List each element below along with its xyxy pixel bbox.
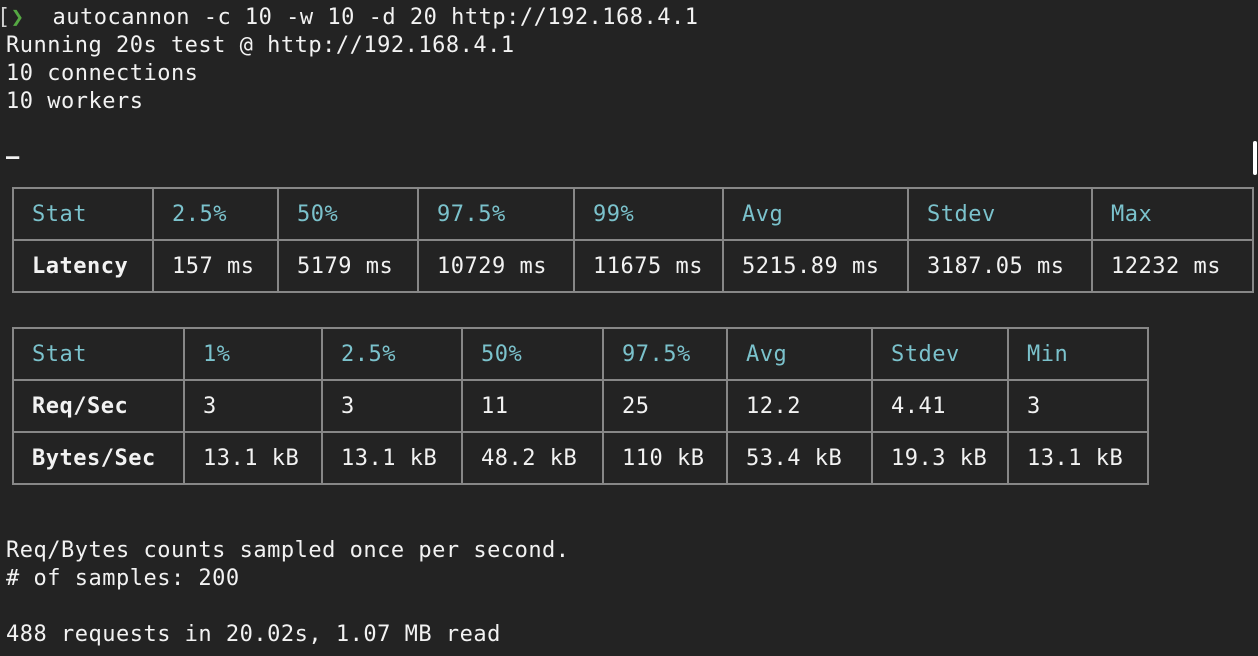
- prompt-chevron-icon: ❯: [10, 5, 25, 30]
- terminal-output-footer: Req/Bytes counts sampled once per second…: [6, 537, 570, 649]
- table-cell: 3: [321, 379, 463, 433]
- throughput-header-avg: Avg: [726, 327, 873, 381]
- throughput-table: Stat 1% 2.5% 50% 97.5% Avg Stdev Min Req…: [12, 327, 1149, 485]
- throughput-header-stat: Stat: [12, 327, 185, 381]
- latency-row-label: Latency: [12, 239, 154, 293]
- reqsec-row-label: Req/Sec: [12, 379, 185, 433]
- table-cell: 13.1 kB: [183, 431, 323, 485]
- table-cell: 13.1 kB: [321, 431, 463, 485]
- latency-header-stdev: Stdev: [907, 187, 1093, 241]
- throughput-header-p50: 50%: [461, 327, 604, 381]
- table-cell: 19.3 kB: [871, 431, 1009, 485]
- command-text: autocannon -c 10 -w 10 -d 20 http://192.…: [52, 5, 699, 30]
- table-cell: 5179 ms: [277, 239, 419, 293]
- table-cell: 48.2 kB: [461, 431, 604, 485]
- throughput-table-row-bytessec: Bytes/Sec 13.1 kB 13.1 kB 48.2 kB 110 kB…: [12, 431, 1149, 485]
- samples-count: # of samples: 200: [6, 566, 240, 591]
- throughput-table-header-row: Stat 1% 2.5% 50% 97.5% Avg Stdev Min: [12, 327, 1149, 381]
- progress-spinner: –: [6, 145, 20, 170]
- table-cell: 3187.05 ms: [907, 239, 1093, 293]
- table-cell: 11: [461, 379, 604, 433]
- latency-table-row: Latency 157 ms 5179 ms 10729 ms 11675 ms…: [12, 239, 1254, 293]
- output-line-workers: 10 workers: [6, 89, 144, 114]
- sampling-note: Req/Bytes counts sampled once per second…: [6, 538, 570, 563]
- prompt-bracket: [: [0, 5, 11, 30]
- table-cell: 3: [1007, 379, 1149, 433]
- latency-header-p97_5: 97.5%: [417, 187, 575, 241]
- latency-table: Stat 2.5% 50% 97.5% 99% Avg Stdev Max La…: [12, 187, 1254, 293]
- table-cell: 4.41: [871, 379, 1009, 433]
- latency-header-p2_5: 2.5%: [152, 187, 279, 241]
- table-cell: 11675 ms: [573, 239, 724, 293]
- table-cell: 12232 ms: [1091, 239, 1254, 293]
- table-cell: 5215.89 ms: [722, 239, 909, 293]
- throughput-table-row-reqsec: Req/Sec 3 3 11 25 12.2 4.41 3: [12, 379, 1149, 433]
- throughput-header-min: Min: [1007, 327, 1149, 381]
- throughput-header-stdev: Stdev: [871, 327, 1009, 381]
- throughput-header-p2_5: 2.5%: [321, 327, 463, 381]
- latency-header-p99: 99%: [573, 187, 724, 241]
- table-cell: 13.1 kB: [1007, 431, 1149, 485]
- throughput-header-p1: 1%: [183, 327, 323, 381]
- terminal-output-top: [❯ autocannon -c 10 -w 10 -d 20 http://19…: [0, 4, 699, 116]
- latency-header-max: Max: [1091, 187, 1254, 241]
- scrollbar-thumb[interactable]: [1253, 141, 1257, 175]
- run-summary: 488 requests in 20.02s, 1.07 MB read: [6, 622, 501, 647]
- table-cell: 157 ms: [152, 239, 279, 293]
- latency-table-header-row: Stat 2.5% 50% 97.5% 99% Avg Stdev Max: [12, 187, 1254, 241]
- latency-header-stat: Stat: [12, 187, 154, 241]
- table-cell: 12.2: [726, 379, 873, 433]
- latency-header-avg: Avg: [722, 187, 909, 241]
- table-cell: 3: [183, 379, 323, 433]
- table-cell: 10729 ms: [417, 239, 575, 293]
- latency-header-p50: 50%: [277, 187, 419, 241]
- table-cell: 53.4 kB: [726, 431, 873, 485]
- output-line-running: Running 20s test @ http://192.168.4.1: [6, 33, 515, 58]
- table-cell: 25: [602, 379, 728, 433]
- throughput-header-p97_5: 97.5%: [602, 327, 728, 381]
- bytessec-row-label: Bytes/Sec: [12, 431, 185, 485]
- prompt-line: [❯ autocannon -c 10 -w 10 -d 20 http://19…: [0, 4, 699, 32]
- output-line-connections: 10 connections: [6, 61, 199, 86]
- table-cell: 110 kB: [602, 431, 728, 485]
